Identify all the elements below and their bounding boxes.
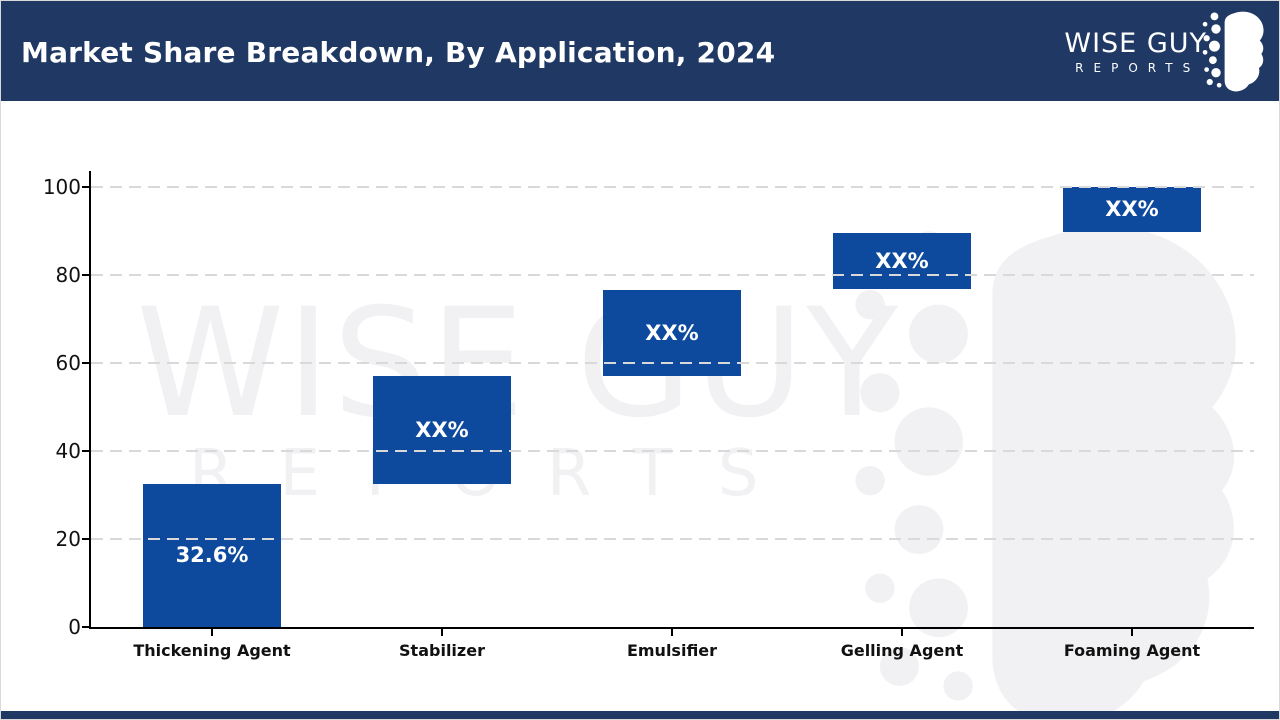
- bar-foaming-agent: XX%: [1063, 187, 1201, 232]
- logo-text: WISE GUY REPORTS: [1064, 28, 1207, 76]
- gridline: [91, 274, 1254, 276]
- x-tick-mark: [901, 628, 903, 636]
- bar-thickening-agent: 32.6%: [143, 483, 281, 627]
- x-category-label: Gelling Agent: [840, 641, 964, 660]
- x-axis-line: [89, 627, 1254, 629]
- y-tick-mark: [82, 626, 90, 628]
- y-tick-label: 40: [55, 439, 81, 463]
- y-tick-mark: [82, 274, 90, 276]
- y-tick-label: 20: [55, 527, 81, 551]
- y-tick-mark: [82, 186, 90, 188]
- bar-value-label: XX%: [1105, 197, 1159, 222]
- x-tick-mark: [211, 628, 213, 636]
- bar-value-label: XX%: [645, 321, 699, 346]
- logo-subtext: REPORTS: [1075, 61, 1201, 75]
- y-tick-label: 60: [55, 351, 81, 375]
- bar-emulsifier: XX%: [603, 289, 741, 377]
- footer-bar: [1, 711, 1279, 719]
- gridline: [91, 362, 1254, 364]
- x-category-label: Thickening Agent: [133, 641, 291, 660]
- y-tick-label: 80: [55, 263, 81, 287]
- logo-wordmark: WISE GUY: [1064, 28, 1207, 59]
- y-axis-line: [89, 171, 91, 629]
- y-tick-label: 0: [68, 615, 81, 639]
- x-category-label: Emulsifier: [626, 641, 718, 660]
- x-tick-mark: [441, 628, 443, 636]
- y-tick-mark: [82, 538, 90, 540]
- gridline: [91, 450, 1254, 452]
- x-tick-mark: [671, 628, 673, 636]
- x-category-label: Foaming Agent: [1063, 641, 1201, 660]
- bar-value-label: XX%: [415, 417, 469, 442]
- gridline: [91, 186, 1254, 188]
- chart-title: Market Share Breakdown, By Application, …: [21, 36, 776, 69]
- gridline: [91, 538, 1254, 540]
- x-tick-mark: [1131, 628, 1133, 636]
- bar-value-label: 32.6%: [175, 543, 249, 568]
- y-tick-label: 100: [42, 175, 81, 199]
- y-tick-mark: [82, 362, 90, 364]
- y-tick-mark: [82, 450, 90, 452]
- logo-face-icon: [1202, 11, 1264, 92]
- header: Market Share Breakdown, By Application, …: [1, 1, 1279, 101]
- bar-gelling-agent: XX%: [833, 233, 971, 290]
- x-category-label: Stabilizer: [399, 641, 485, 660]
- bar-stabilizer: XX%: [373, 376, 511, 484]
- brand-logo: WISE GUY REPORTS: [1064, 7, 1271, 93]
- bar-value-label: XX%: [875, 249, 929, 274]
